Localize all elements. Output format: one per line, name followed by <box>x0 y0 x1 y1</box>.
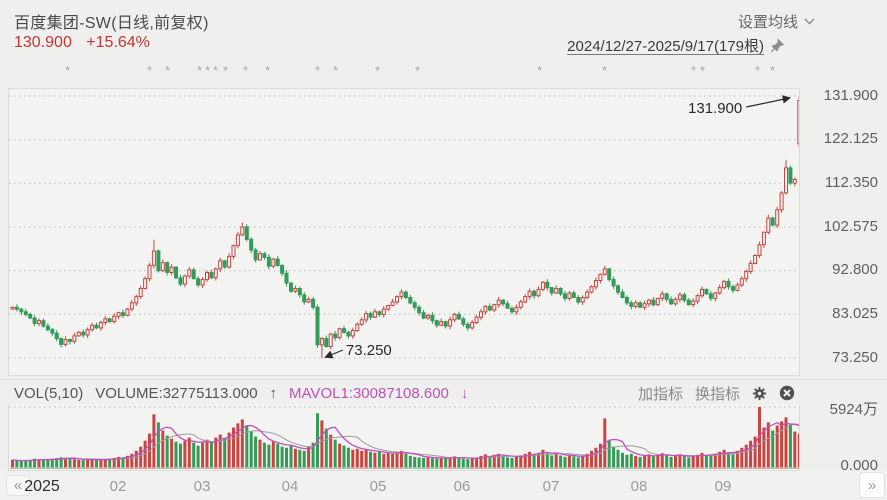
mavol1-value-label: MAVOL1:30087108.600 <box>289 384 449 402</box>
announcement-marker-icon[interactable]: * <box>375 63 381 78</box>
announcement-marker-icon[interactable]: * <box>755 63 761 78</box>
price-axis-tick: 131.900 <box>823 87 878 104</box>
time-axis-month-label: 07 <box>542 478 560 495</box>
low-annotation: 73.250 <box>346 342 392 359</box>
switch-indicator-button[interactable]: 换指标 <box>694 385 740 403</box>
time-axis-month-label: 08 <box>630 478 648 495</box>
volume-up-arrow-icon: ↑ <box>269 384 278 402</box>
candlestick-chart: 131.900 73.250 <box>9 95 799 359</box>
time-axis-year-label: 2025 <box>24 478 60 495</box>
change-percent: +15.64% <box>86 34 150 51</box>
time-axis-month-label: 05 <box>369 478 387 495</box>
price-axis-tick: 112.350 <box>824 174 878 191</box>
price-axis-tick: 73.250 <box>832 349 878 366</box>
announcement-marker-icon[interactable]: * <box>65 63 71 78</box>
pin-icon[interactable] <box>770 38 785 53</box>
announcement-marker-icon[interactable]: * <box>265 63 271 78</box>
volume-axis-tick: 5924万 <box>829 401 878 418</box>
time-axis-month-label: 03 <box>193 478 211 495</box>
event-markers-row: * * * * * * * * * * * * * * * * * * * <box>8 63 800 79</box>
price-axis-tick: 83.025 <box>832 305 878 322</box>
scroll-right-button[interactable]: » <box>859 472 885 498</box>
announcement-marker-icon[interactable]: * <box>223 63 229 78</box>
time-axis-month-label: 06 <box>453 478 471 495</box>
close-icon <box>779 385 795 401</box>
volume-value-label: VOLUME:32775113.000 <box>95 384 258 402</box>
price-chart-pane[interactable]: 131.900 73.250 <box>8 88 800 376</box>
high-annotation: 131.900 <box>688 100 742 117</box>
volume-indicator-readout: VOL(5,10) VOLUME:32775113.000 ↑ MAVOL1:3… <box>14 385 468 402</box>
date-range-button[interactable]: 2024/12/27-2025/9/17(179根) <box>567 35 785 56</box>
announcement-marker-icon[interactable]: * <box>537 63 543 78</box>
volume-chart-pane[interactable] <box>8 404 800 471</box>
time-axis-month-label: 02 <box>109 478 127 495</box>
last-price-row: 130.900 +15.64% <box>14 34 150 52</box>
announcement-marker-icon[interactable]: * <box>213 63 219 78</box>
announcement-marker-icon[interactable]: * <box>197 63 203 78</box>
chevron-down-icon <box>804 18 815 25</box>
time-axis-month-label: 09 <box>714 478 732 495</box>
price-axis-tick: 102.575 <box>823 218 878 235</box>
volume-axis-tick: 0.000 <box>840 457 878 474</box>
ma-settings-button[interactable]: 设置均线 <box>738 11 815 32</box>
announcement-marker-icon[interactable]: * <box>243 63 249 78</box>
date-range-label: 2024/12/27-2025/9/17(179根) <box>567 38 764 55</box>
announcement-marker-icon[interactable]: * <box>415 63 421 78</box>
volume-chart <box>9 406 799 469</box>
time-axis-bar: « 2025 02 03 04 05 06 07 08 09 » <box>0 471 887 500</box>
ma-settings-label: 设置均线 <box>737 14 798 31</box>
price-axis-tick: 92.800 <box>832 261 878 278</box>
gear-icon <box>752 386 767 400</box>
announcement-marker-icon[interactable]: * <box>165 63 171 78</box>
page-title: 百度集团-SW(日线,前复权) <box>14 15 209 32</box>
indicator-settings-button[interactable] <box>752 386 767 401</box>
price-axis-tick: 122.125 <box>823 130 878 147</box>
announcement-marker-icon[interactable]: * <box>770 63 776 78</box>
announcement-marker-icon[interactable]: * <box>602 63 608 78</box>
close-indicator-button[interactable] <box>779 385 795 401</box>
vol-params-label: VOL(5,10) <box>14 384 84 402</box>
volume-header-row: VOL(5,10) VOLUME:32775113.000 ↑ MAVOL1:3… <box>14 383 879 403</box>
last-price: 130.900 <box>14 34 72 51</box>
time-axis-month-label: 04 <box>281 478 299 495</box>
announcement-marker-icon[interactable]: * <box>147 63 153 78</box>
announcement-marker-icon[interactable]: * <box>205 63 211 78</box>
scroll-left-button[interactable]: « <box>6 475 30 496</box>
add-indicator-button[interactable]: 加指标 <box>637 385 683 403</box>
announcement-marker-icon[interactable]: * <box>333 63 339 78</box>
pane-divider <box>0 379 887 380</box>
announcement-marker-icon[interactable]: * <box>700 63 706 78</box>
announcement-marker-icon[interactable]: * <box>691 63 697 78</box>
announcement-marker-icon[interactable]: * <box>315 63 321 78</box>
mavol1-down-arrow-icon: ↓ <box>460 384 469 402</box>
